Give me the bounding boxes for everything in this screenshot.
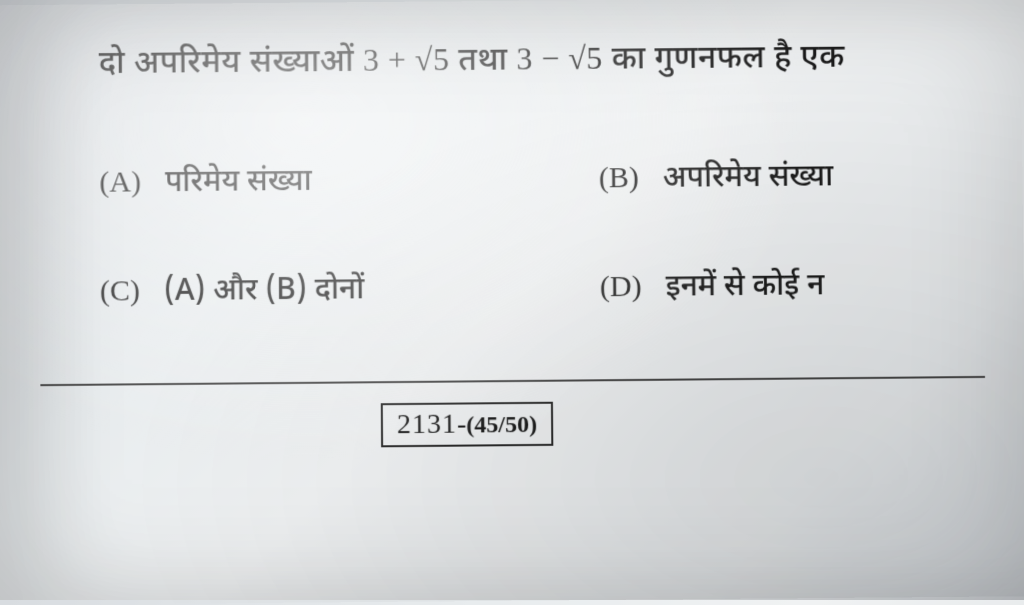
option-a[interactable]: (A) परिमेय संख्या	[99, 162, 519, 205]
option-c-label: (C)	[100, 274, 140, 308]
option-d[interactable]: (D) इनमें से कोई न	[600, 268, 825, 309]
option-d-text: इनमें से कोई न	[665, 268, 824, 308]
math-expression-2: 3 − √5	[516, 40, 603, 77]
question-text: दो अपरिमेय संख्याओं 3 + √5 तथा 3 − √5 का…	[99, 27, 982, 96]
option-b-text: अपरिमेय संख्या	[663, 159, 834, 199]
page-progress: (45/50)	[466, 411, 537, 438]
option-c-text: (A) और (B) दोनों	[164, 272, 364, 313]
option-a-text: परिमेय संख्या	[165, 164, 312, 204]
question-prefix: दो अपरिमेय संख्याओं	[99, 43, 363, 87]
horizontal-divider	[40, 376, 985, 386]
exam-page: दो अपरिमेय संख्याओं 3 + √5 तथा 3 − √5 का…	[0, 0, 1024, 605]
option-d-label: (D)	[600, 269, 642, 303]
options-row-1: (A) परिमेय संख्या (B) अपरिमेय संख्या	[99, 158, 982, 205]
option-c[interactable]: (C) (A) और (B) दोनों	[100, 271, 520, 314]
math-expression-1: 3 + √5	[363, 41, 450, 78]
question-mid: तथा	[458, 42, 517, 84]
option-b-label: (B)	[599, 161, 639, 195]
question-suffix: का गुणनफल है एक	[611, 39, 845, 83]
option-b[interactable]: (B) अपरिमेय संख्या	[599, 159, 834, 200]
options-row-2: (C) (A) और (B) दोनों (D) इनमें से कोई न	[100, 266, 984, 313]
option-a-label: (A)	[99, 165, 141, 199]
page-code: 2131	[397, 408, 457, 440]
page-indicator-box: 2131-(45/50)	[381, 401, 554, 447]
